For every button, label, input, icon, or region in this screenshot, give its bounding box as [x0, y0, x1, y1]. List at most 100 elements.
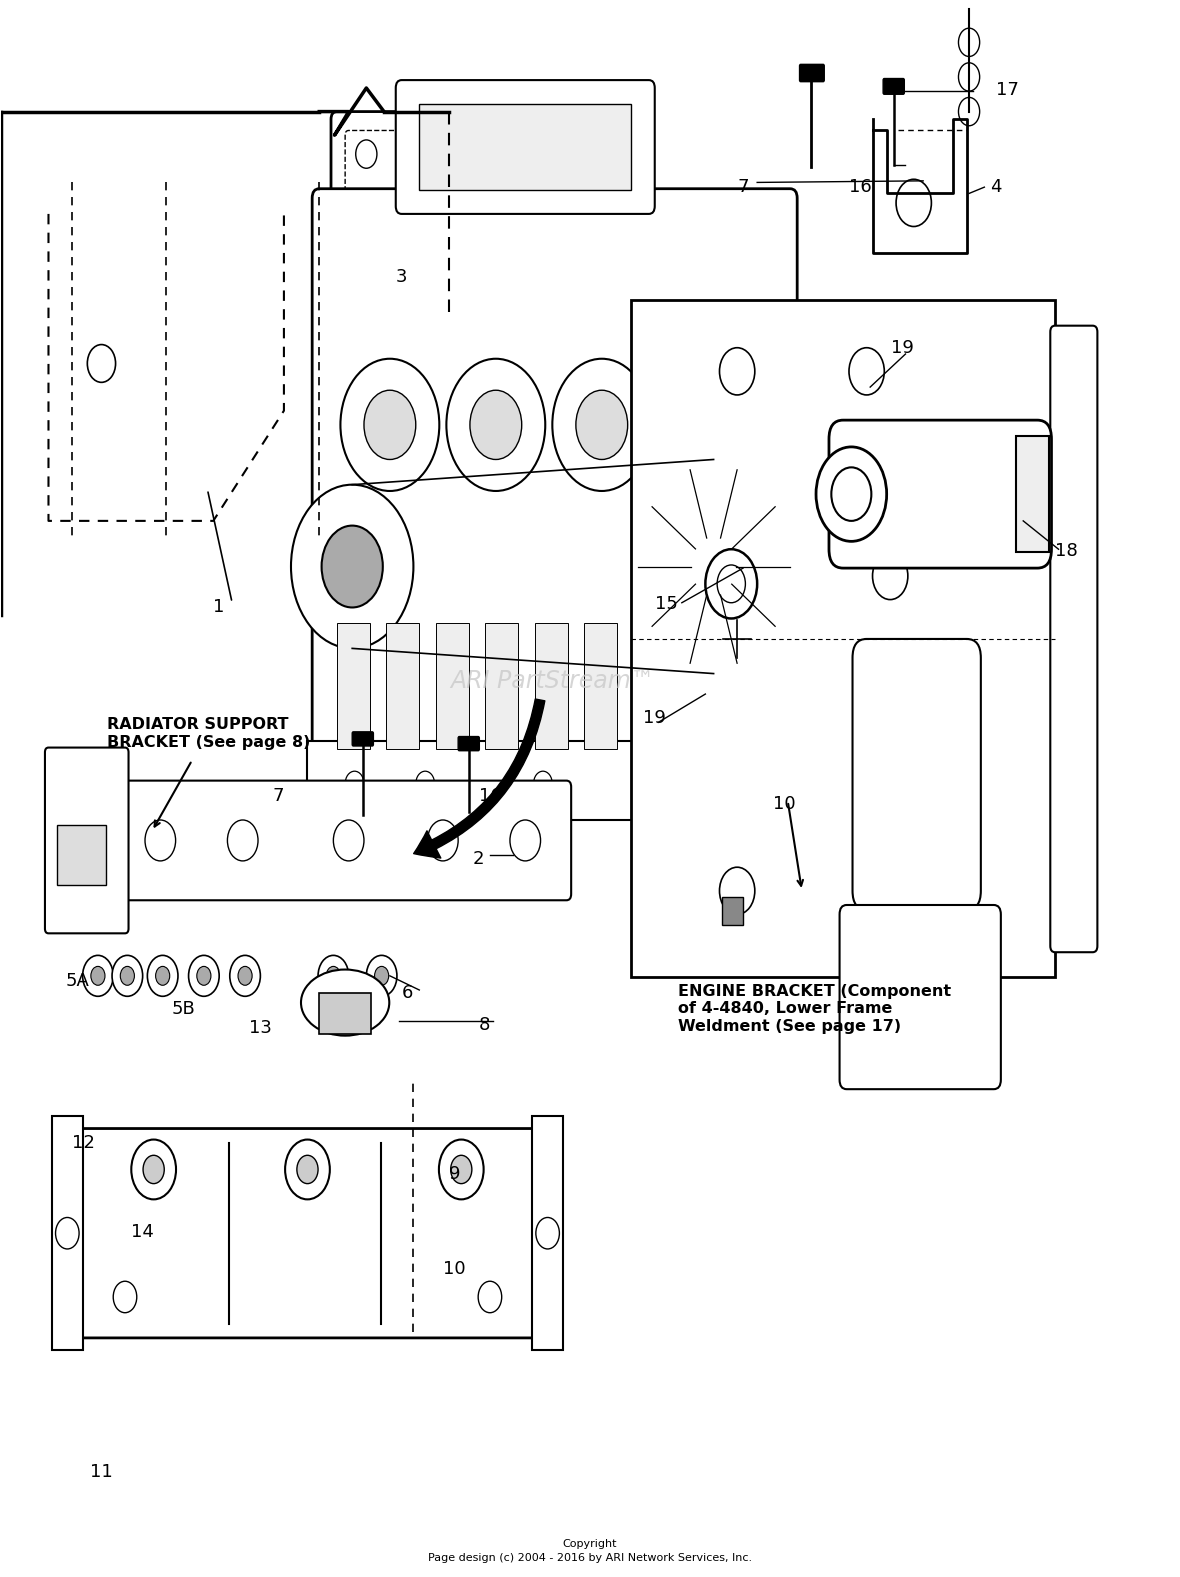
- Text: 15: 15: [655, 595, 678, 613]
- Bar: [535, 623, 568, 749]
- Text: 11: 11: [90, 1463, 113, 1481]
- Bar: [419, 104, 631, 191]
- Circle shape: [424, 140, 445, 169]
- Text: 9: 9: [448, 1165, 460, 1183]
- Text: 6: 6: [402, 984, 413, 1001]
- Circle shape: [91, 967, 105, 986]
- Bar: [532, 1117, 563, 1350]
- Circle shape: [366, 956, 396, 997]
- Text: RADIATOR SUPPORT
BRACKET (See page 8): RADIATOR SUPPORT BRACKET (See page 8): [107, 718, 310, 749]
- Circle shape: [451, 1156, 472, 1184]
- Bar: [386, 623, 419, 749]
- FancyBboxPatch shape: [840, 905, 1001, 1090]
- Circle shape: [576, 390, 628, 459]
- Circle shape: [156, 967, 170, 986]
- Circle shape: [228, 820, 258, 861]
- Text: 18: 18: [1055, 542, 1079, 560]
- Circle shape: [363, 390, 415, 459]
- Circle shape: [634, 459, 794, 673]
- FancyBboxPatch shape: [395, 80, 655, 214]
- FancyBboxPatch shape: [73, 1129, 542, 1337]
- Bar: [683, 623, 716, 749]
- FancyBboxPatch shape: [313, 189, 798, 774]
- Circle shape: [832, 467, 871, 520]
- Bar: [1016, 435, 1049, 552]
- Circle shape: [322, 525, 382, 607]
- Polygon shape: [872, 120, 966, 254]
- Text: Page design (c) 2004 - 2016 by ARI Network Services, Inc.: Page design (c) 2004 - 2016 by ARI Netwo…: [428, 1553, 752, 1563]
- Circle shape: [334, 820, 363, 861]
- Circle shape: [720, 867, 755, 915]
- FancyBboxPatch shape: [380, 251, 452, 326]
- Circle shape: [345, 771, 363, 796]
- Bar: [308, 741, 802, 820]
- Circle shape: [87, 344, 116, 382]
- FancyBboxPatch shape: [1050, 326, 1097, 953]
- Circle shape: [706, 549, 758, 618]
- Bar: [320, 994, 371, 1035]
- FancyBboxPatch shape: [883, 79, 904, 95]
- Circle shape: [510, 820, 540, 861]
- Circle shape: [112, 956, 143, 997]
- Circle shape: [446, 358, 545, 490]
- Circle shape: [470, 390, 522, 459]
- Circle shape: [374, 967, 388, 986]
- FancyBboxPatch shape: [45, 747, 129, 934]
- Circle shape: [717, 565, 746, 602]
- Bar: [399, 262, 430, 312]
- Circle shape: [536, 1217, 559, 1249]
- Text: 8: 8: [478, 1016, 490, 1033]
- Text: 4: 4: [990, 178, 1002, 196]
- Text: 14: 14: [131, 1224, 155, 1241]
- Circle shape: [355, 140, 376, 169]
- FancyBboxPatch shape: [332, 112, 537, 270]
- Circle shape: [148, 956, 178, 997]
- Circle shape: [327, 967, 340, 986]
- Text: 19: 19: [891, 339, 913, 356]
- Circle shape: [319, 956, 348, 997]
- FancyArrowPatch shape: [414, 699, 545, 858]
- Bar: [584, 623, 617, 749]
- Text: 16: 16: [850, 178, 872, 196]
- Circle shape: [872, 694, 907, 741]
- Circle shape: [427, 820, 458, 861]
- Bar: [337, 623, 369, 749]
- FancyBboxPatch shape: [458, 736, 479, 751]
- Circle shape: [533, 771, 552, 796]
- FancyBboxPatch shape: [800, 65, 825, 82]
- Circle shape: [817, 446, 886, 541]
- Circle shape: [131, 1140, 176, 1200]
- Circle shape: [415, 771, 434, 796]
- FancyBboxPatch shape: [352, 732, 373, 746]
- Text: 19: 19: [643, 708, 667, 727]
- Bar: [722, 897, 743, 926]
- Circle shape: [120, 967, 135, 986]
- Text: 1: 1: [214, 598, 225, 617]
- Circle shape: [189, 956, 219, 997]
- Text: 7: 7: [738, 178, 749, 196]
- Circle shape: [720, 347, 755, 394]
- Circle shape: [872, 552, 907, 599]
- Text: 5B: 5B: [172, 1000, 196, 1017]
- Circle shape: [491, 140, 512, 169]
- Circle shape: [958, 28, 979, 57]
- Circle shape: [238, 967, 253, 986]
- Circle shape: [340, 358, 439, 490]
- Text: ENGINE BRACKET (Component
of 4-4840, Lower Frame
Weldment (See page 17): ENGINE BRACKET (Component of 4-4840, Low…: [678, 984, 951, 1035]
- Circle shape: [848, 347, 884, 394]
- Circle shape: [424, 213, 445, 241]
- Ellipse shape: [301, 970, 389, 1036]
- Text: 7: 7: [273, 787, 283, 806]
- Text: 5A: 5A: [66, 971, 90, 989]
- Bar: [57, 825, 106, 885]
- Circle shape: [291, 484, 413, 648]
- Circle shape: [113, 1281, 137, 1312]
- Circle shape: [958, 98, 979, 126]
- Text: 17: 17: [996, 80, 1020, 98]
- Bar: [52, 1117, 83, 1350]
- Bar: [631, 301, 1055, 978]
- Circle shape: [688, 531, 740, 601]
- Bar: [634, 623, 667, 749]
- FancyBboxPatch shape: [830, 419, 1051, 568]
- Text: 2: 2: [472, 850, 484, 869]
